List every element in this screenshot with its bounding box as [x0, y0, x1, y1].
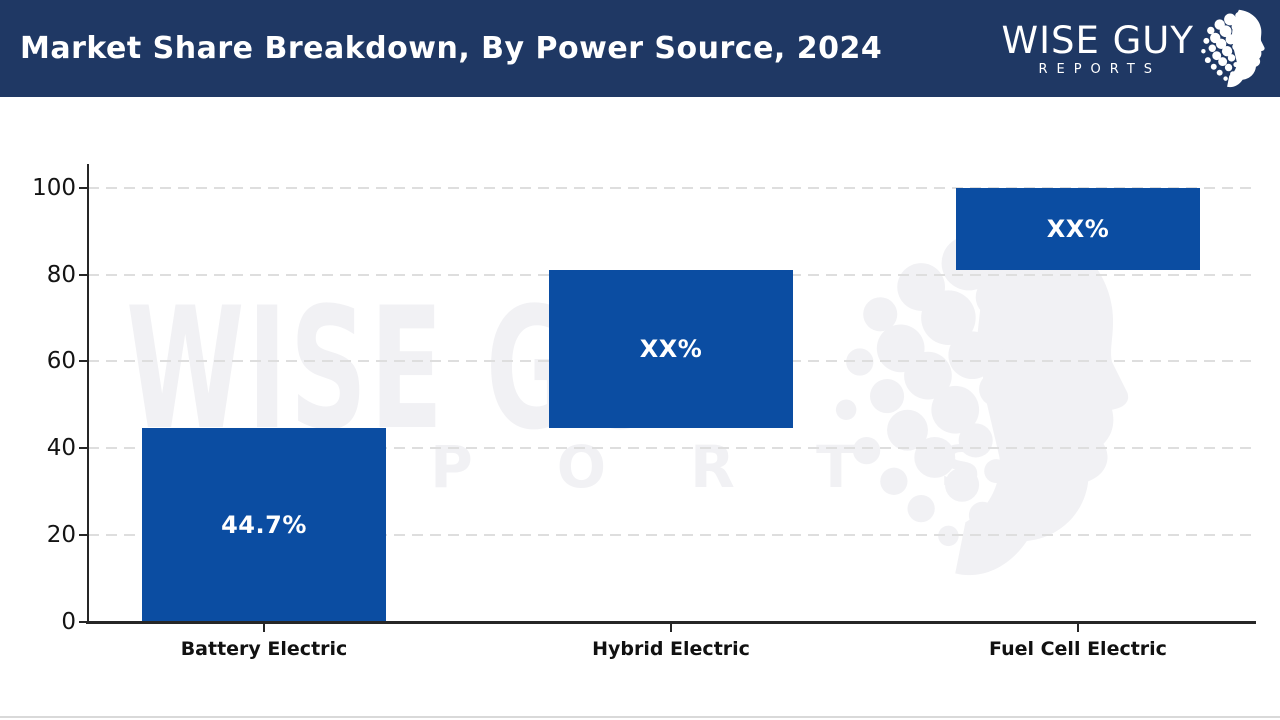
y-axis-tick-label: 0 — [61, 608, 76, 635]
gridline — [88, 187, 1255, 189]
bar-hybrid-electric: XX% — [549, 270, 793, 428]
page-title: Market Share Breakdown, By Power Source,… — [20, 31, 883, 66]
y-axis-tick-label: 40 — [46, 435, 76, 462]
chart-area: WISE GUY REPORTS 0 20 40 60 80 100 44.7% Batter… — [0, 97, 1280, 717]
y-tick-mark — [79, 620, 87, 623]
x-tick-mark — [670, 624, 672, 632]
x-axis-line — [86, 621, 1256, 624]
wise-guy-logo: WISE GUY REPORTS — [1002, 6, 1270, 92]
y-tick-mark — [79, 273, 87, 276]
y-tick-mark — [79, 187, 87, 189]
bar-value-label: 44.7% — [221, 510, 307, 539]
x-axis-category-label-battery-electric: Battery Electric — [180, 638, 348, 660]
bar-battery-electric: 44.7% — [142, 427, 386, 622]
header: Market Share Breakdown, By Power Source,… — [0, 0, 1280, 97]
y-axis-tick-label: 60 — [46, 348, 76, 375]
logo-wordmark: WISE GUY — [1001, 19, 1194, 62]
x-axis-category-label-fuel-cell-electric: Fuel Cell Electric — [989, 638, 1167, 660]
x-tick-mark — [263, 624, 265, 632]
bar-fuel-cell-electric: XX% — [956, 188, 1200, 271]
bar-value-label: XX% — [1046, 215, 1110, 244]
logo-subtitle: REPORTS — [1038, 62, 1162, 77]
x-tick-mark — [1077, 624, 1079, 632]
logo-text: WISE GUY REPORTS — [1002, 22, 1194, 76]
y-axis-tick-label: 100 — [32, 175, 76, 201]
gridline — [88, 533, 1255, 536]
y-tick-mark — [79, 360, 87, 363]
y-axis-tick-label: 80 — [46, 261, 76, 288]
y-tick-mark — [79, 533, 87, 536]
footer-divider — [0, 716, 1280, 718]
y-axis-line — [87, 164, 89, 623]
y-axis-tick-label: 20 — [46, 521, 76, 548]
y-tick-mark — [79, 447, 87, 450]
x-axis-category-label-hybrid-electric: Hybrid Electric — [592, 638, 750, 660]
gridline — [88, 447, 1255, 450]
bar-value-label: XX% — [639, 335, 703, 364]
wise-guy-face-icon — [1196, 8, 1270, 90]
